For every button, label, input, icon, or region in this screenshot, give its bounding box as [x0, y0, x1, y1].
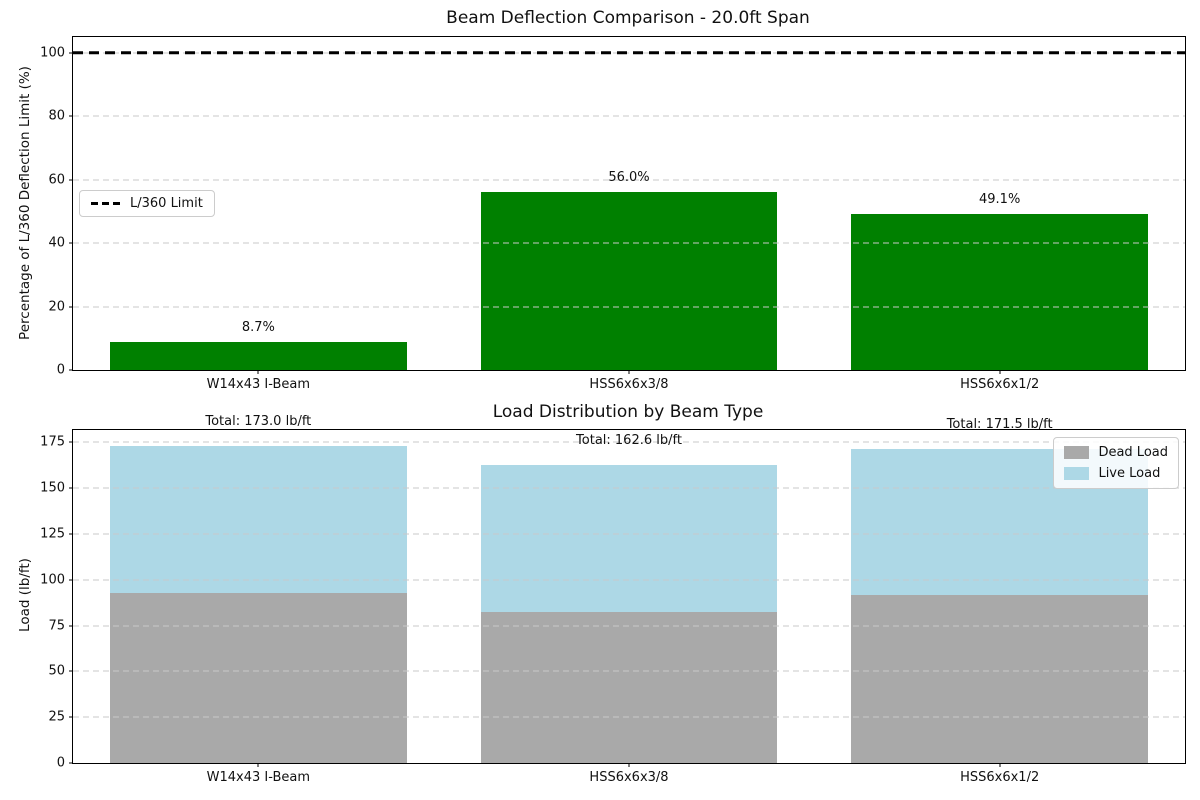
y-tick-mark	[69, 762, 73, 764]
deflection-bar	[480, 192, 778, 370]
live-load-bar	[480, 465, 778, 612]
y-tick-mark	[69, 441, 73, 443]
dead-load-bar	[851, 595, 1148, 763]
dead-load-legend-label: Dead Load	[1098, 445, 1168, 460]
deflection-y-axis-label: Percentage of L/360 Deflection Limit (%)	[17, 66, 33, 340]
load-plot-area: Dead Load Live Load 0 25 50 75 100 125 150 175 W…	[40, 415, 1186, 785]
x-tick-mark	[628, 370, 630, 374]
y-tick-label: 20	[48, 299, 65, 315]
total-label: Total: 162.6 lb/ft	[576, 433, 682, 449]
y-gridline	[73, 487, 1185, 489]
x-tick-mark	[999, 370, 1001, 374]
y-tick-mark	[69, 242, 73, 244]
y-tick-label: 60	[48, 172, 65, 188]
value-label: 49.1%	[979, 192, 1021, 208]
y-tick-mark	[69, 716, 73, 718]
y-tick-mark	[69, 52, 73, 54]
live-load-bar	[110, 445, 407, 593]
y-tick-mark	[69, 533, 73, 535]
y-tick-label: 75	[48, 618, 65, 634]
x-tick-mark	[999, 763, 1001, 767]
x-tick-mark	[257, 763, 259, 767]
limit-reference-line	[73, 51, 1185, 55]
x-tick-label: W14x43 I-Beam	[206, 770, 311, 785]
x-tick-label: HSS6x6x3/8	[589, 770, 669, 785]
value-label: 56.0%	[608, 170, 650, 186]
deflection-bar	[110, 342, 407, 370]
deflection-legend-label: L/360 Limit	[130, 196, 203, 211]
legend-item-dead-load: Dead Load	[1064, 445, 1168, 460]
live-load-legend-label: Live Load	[1098, 466, 1161, 481]
value-label: 8.7%	[241, 320, 275, 336]
y-tick-label: 175	[40, 434, 65, 450]
y-tick-label: 0	[56, 362, 65, 378]
y-tick-mark	[69, 487, 73, 489]
deflection-chart-title: Beam Deflection Comparison - 20.0ft Span	[446, 8, 810, 28]
y-tick-mark	[69, 179, 73, 181]
y-tick-mark	[69, 306, 73, 308]
y-tick-label: 100	[40, 572, 65, 588]
live-load-swatch-icon	[1064, 467, 1090, 480]
y-tick-label: 125	[40, 526, 65, 542]
dead-load-bar	[480, 611, 778, 763]
y-tick-mark	[69, 670, 73, 672]
y-gridline	[73, 625, 1185, 627]
y-gridline	[73, 179, 1185, 181]
y-tick-label: 0	[56, 755, 65, 771]
load-y-axis-label: Load (lb/ft)	[17, 558, 33, 632]
deflection-legend: L/360 Limit	[79, 190, 215, 217]
load-legend: Dead Load Live Load	[1053, 437, 1179, 489]
y-gridline	[73, 306, 1185, 308]
y-tick-mark	[69, 579, 73, 581]
x-tick-label: HSS6x6x1/2	[960, 377, 1040, 392]
y-tick-label: 150	[40, 480, 65, 496]
y-gridline	[73, 716, 1185, 718]
y-tick-mark	[69, 625, 73, 627]
y-tick-label: 80	[48, 108, 65, 124]
deflection-bar	[851, 214, 1148, 370]
y-gridline	[73, 533, 1185, 535]
x-tick-label: W14x43 I-Beam	[206, 377, 311, 392]
x-tick-mark	[257, 370, 259, 374]
x-tick-mark	[628, 763, 630, 767]
y-gridline	[73, 242, 1185, 244]
y-tick-label: 100	[40, 45, 65, 61]
y-tick-label: 50	[48, 663, 65, 679]
y-tick-label: 40	[48, 235, 65, 251]
y-tick-mark	[69, 369, 73, 371]
dashed-line-swatch-icon	[91, 202, 121, 205]
x-tick-label: HSS6x6x1/2	[960, 770, 1040, 785]
legend-item-live-load: Live Load	[1064, 466, 1168, 481]
total-label: Total: 171.5 lb/ft	[946, 416, 1053, 432]
load-chart-title: Load Distribution by Beam Type	[492, 402, 764, 422]
y-tick-label: 25	[48, 709, 65, 725]
y-gridline	[73, 115, 1185, 117]
total-label: Total: 173.0 lb/ft	[205, 413, 312, 429]
dead-load-bar	[110, 592, 407, 763]
deflection-plot-area: L/360 Limit 0 20 40 60 80 100 W14x43 I-Beam 8.7…	[40, 36, 1186, 392]
y-tick-mark	[69, 115, 73, 117]
y-gridline	[73, 441, 1185, 443]
y-gridline	[73, 670, 1185, 672]
x-tick-label: HSS6x6x3/8	[589, 377, 669, 392]
dead-load-swatch-icon	[1064, 446, 1090, 459]
y-gridline	[73, 579, 1185, 581]
